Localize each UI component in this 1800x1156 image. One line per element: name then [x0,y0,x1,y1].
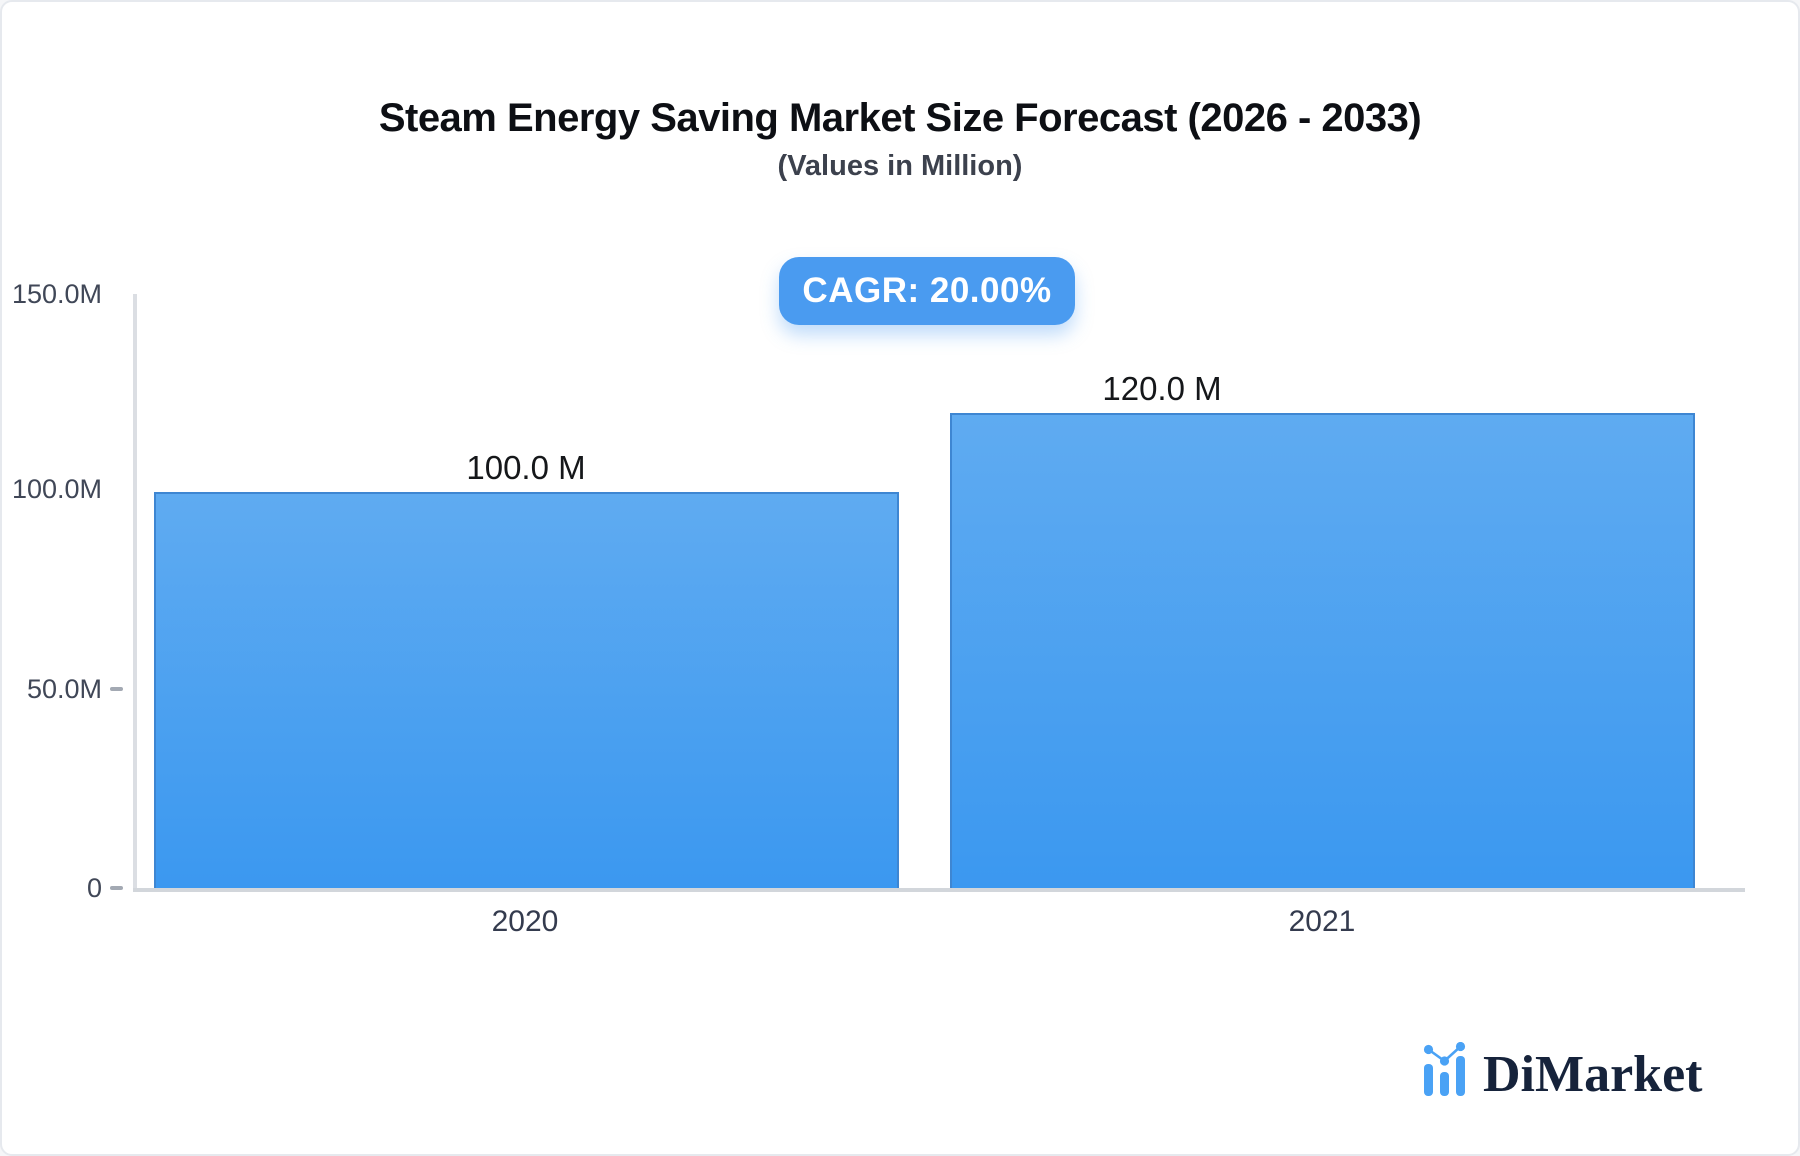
bar-chart-logo-icon [1423,1041,1469,1101]
bar-2020 [154,492,899,888]
brand-name: DiMarket [1483,1046,1703,1103]
bar-value-label-2021: 120.0 M [1102,370,1222,407]
x-tick-2021: 2021 [1288,905,1356,938]
y-tick-50: 50.0M [26,674,102,704]
y-tick-dash-50 [110,687,123,691]
cagr-badge: CAGR: 20.00% [779,257,1075,325]
brand-watermark: DiMarket [1423,1041,1703,1103]
chart-subtitle: (Values in Million) [777,150,1023,182]
bar-value-label-2020: 100.0 M [466,449,586,486]
y-tick-150: 150.0M [11,279,102,309]
chart-title: Steam Energy Saving Market Size Forecast… [378,96,1422,140]
y-axis-line [133,294,137,891]
x-axis-line [133,888,1745,892]
y-tick-dash-0 [110,886,123,890]
y-tick-0: 0 [86,873,102,903]
x-tick-2020: 2020 [491,905,559,938]
bar-2021 [950,413,1695,888]
y-tick-100: 100.0M [11,474,102,504]
cagr-badge-label: CAGR: 20.00% [802,271,1052,310]
